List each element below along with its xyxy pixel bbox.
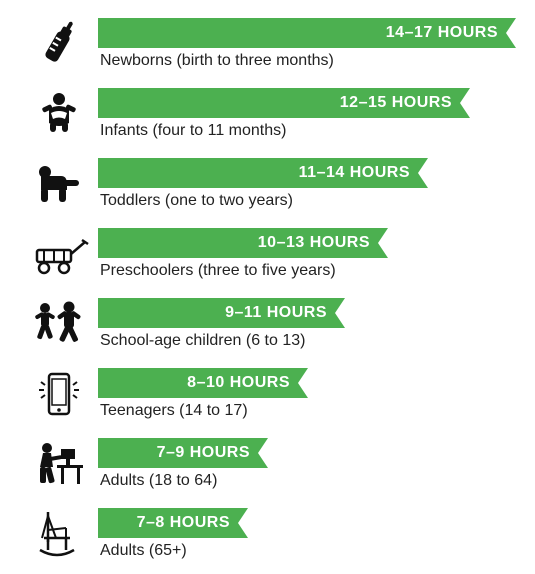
row-content: 12–15 HOURS Infants (four to 11 months)	[98, 86, 515, 140]
age-label: Adults (18 to 64)	[98, 472, 515, 490]
sleep-row: 14–17 HOURS Newborns (birth to three mont…	[20, 16, 515, 78]
toddler-icon	[20, 156, 98, 212]
hours-bar: 8–10 HOURS	[98, 368, 308, 398]
age-label: Preschoolers (three to five years)	[98, 262, 515, 280]
age-label: Newborns (birth to three months)	[98, 52, 516, 70]
row-content: 11–14 HOURS Toddlers (one to two years)	[98, 156, 515, 210]
sleep-row: 12–15 HOURS Infants (four to 11 months)	[20, 86, 515, 148]
age-label: Teenagers (14 to 17)	[98, 402, 515, 420]
row-content: 10–13 HOURS Preschoolers (three to five y…	[98, 226, 515, 280]
sleep-row: 7–8 HOURS Adults (65+)	[20, 506, 515, 568]
sleep-row: 8–10 HOURS Teenagers (14 to 17)	[20, 366, 515, 428]
bottle-icon	[20, 16, 98, 72]
sleep-chart: 14–17 HOURS Newborns (birth to three mont…	[20, 16, 515, 568]
row-content: 14–17 HOURS Newborns (birth to three mont…	[98, 16, 516, 70]
hours-bar: 7–8 HOURS	[98, 508, 248, 538]
age-label: School-age children (6 to 13)	[98, 332, 515, 350]
sleep-row: 7–9 HOURS Adults (18 to 64)	[20, 436, 515, 498]
age-label: Adults (65+)	[98, 542, 515, 560]
phone-icon	[20, 366, 98, 422]
hours-bar: 10–13 HOURS	[98, 228, 388, 258]
row-content: 7–8 HOURS Adults (65+)	[98, 506, 515, 560]
age-label: Infants (four to 11 months)	[98, 122, 515, 140]
row-content: 8–10 HOURS Teenagers (14 to 17)	[98, 366, 515, 420]
desk-icon	[20, 436, 98, 492]
row-content: 7–9 HOURS Adults (18 to 64)	[98, 436, 515, 490]
kids-icon	[20, 296, 98, 352]
age-label: Toddlers (one to two years)	[98, 192, 515, 210]
infant-icon	[20, 86, 98, 142]
wagon-icon	[20, 226, 98, 282]
sleep-row: 10–13 HOURS Preschoolers (three to five y…	[20, 226, 515, 288]
hours-bar: 14–17 HOURS	[98, 18, 516, 48]
sleep-row: 11–14 HOURS Toddlers (one to two years)	[20, 156, 515, 218]
hours-bar: 11–14 HOURS	[98, 158, 428, 188]
sleep-row: 9–11 HOURS School-age children (6 to 13)	[20, 296, 515, 358]
row-content: 9–11 HOURS School-age children (6 to 13)	[98, 296, 515, 350]
hours-bar: 7–9 HOURS	[98, 438, 268, 468]
rocker-icon	[20, 506, 98, 562]
hours-bar: 9–11 HOURS	[98, 298, 345, 328]
hours-bar: 12–15 HOURS	[98, 88, 470, 118]
